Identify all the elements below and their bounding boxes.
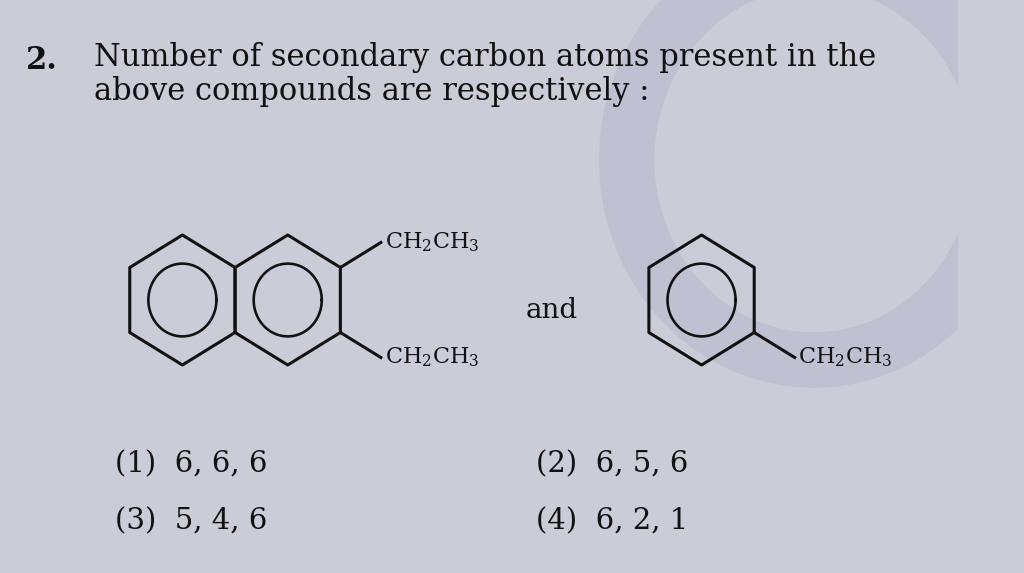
Text: and: and [525,296,578,324]
Text: (1)  6, 6, 6: (1) 6, 6, 6 [115,450,267,478]
Text: (3)  5, 4, 6: (3) 5, 4, 6 [115,508,267,535]
Text: above compounds are respectively :: above compounds are respectively : [93,76,649,107]
Text: Number of secondary carbon atoms present in the: Number of secondary carbon atoms present… [93,42,876,73]
Text: 2.: 2. [27,45,58,76]
Text: $\mathregular{CH_2CH_3}$: $\mathregular{CH_2CH_3}$ [385,346,479,370]
Text: (2)  6, 5, 6: (2) 6, 5, 6 [537,450,689,478]
Text: $\mathregular{CH_2CH_3}$: $\mathregular{CH_2CH_3}$ [799,346,893,370]
Text: $\mathregular{CH_2CH_3}$: $\mathregular{CH_2CH_3}$ [385,231,479,254]
Text: (4)  6, 2, 1: (4) 6, 2, 1 [537,508,689,535]
